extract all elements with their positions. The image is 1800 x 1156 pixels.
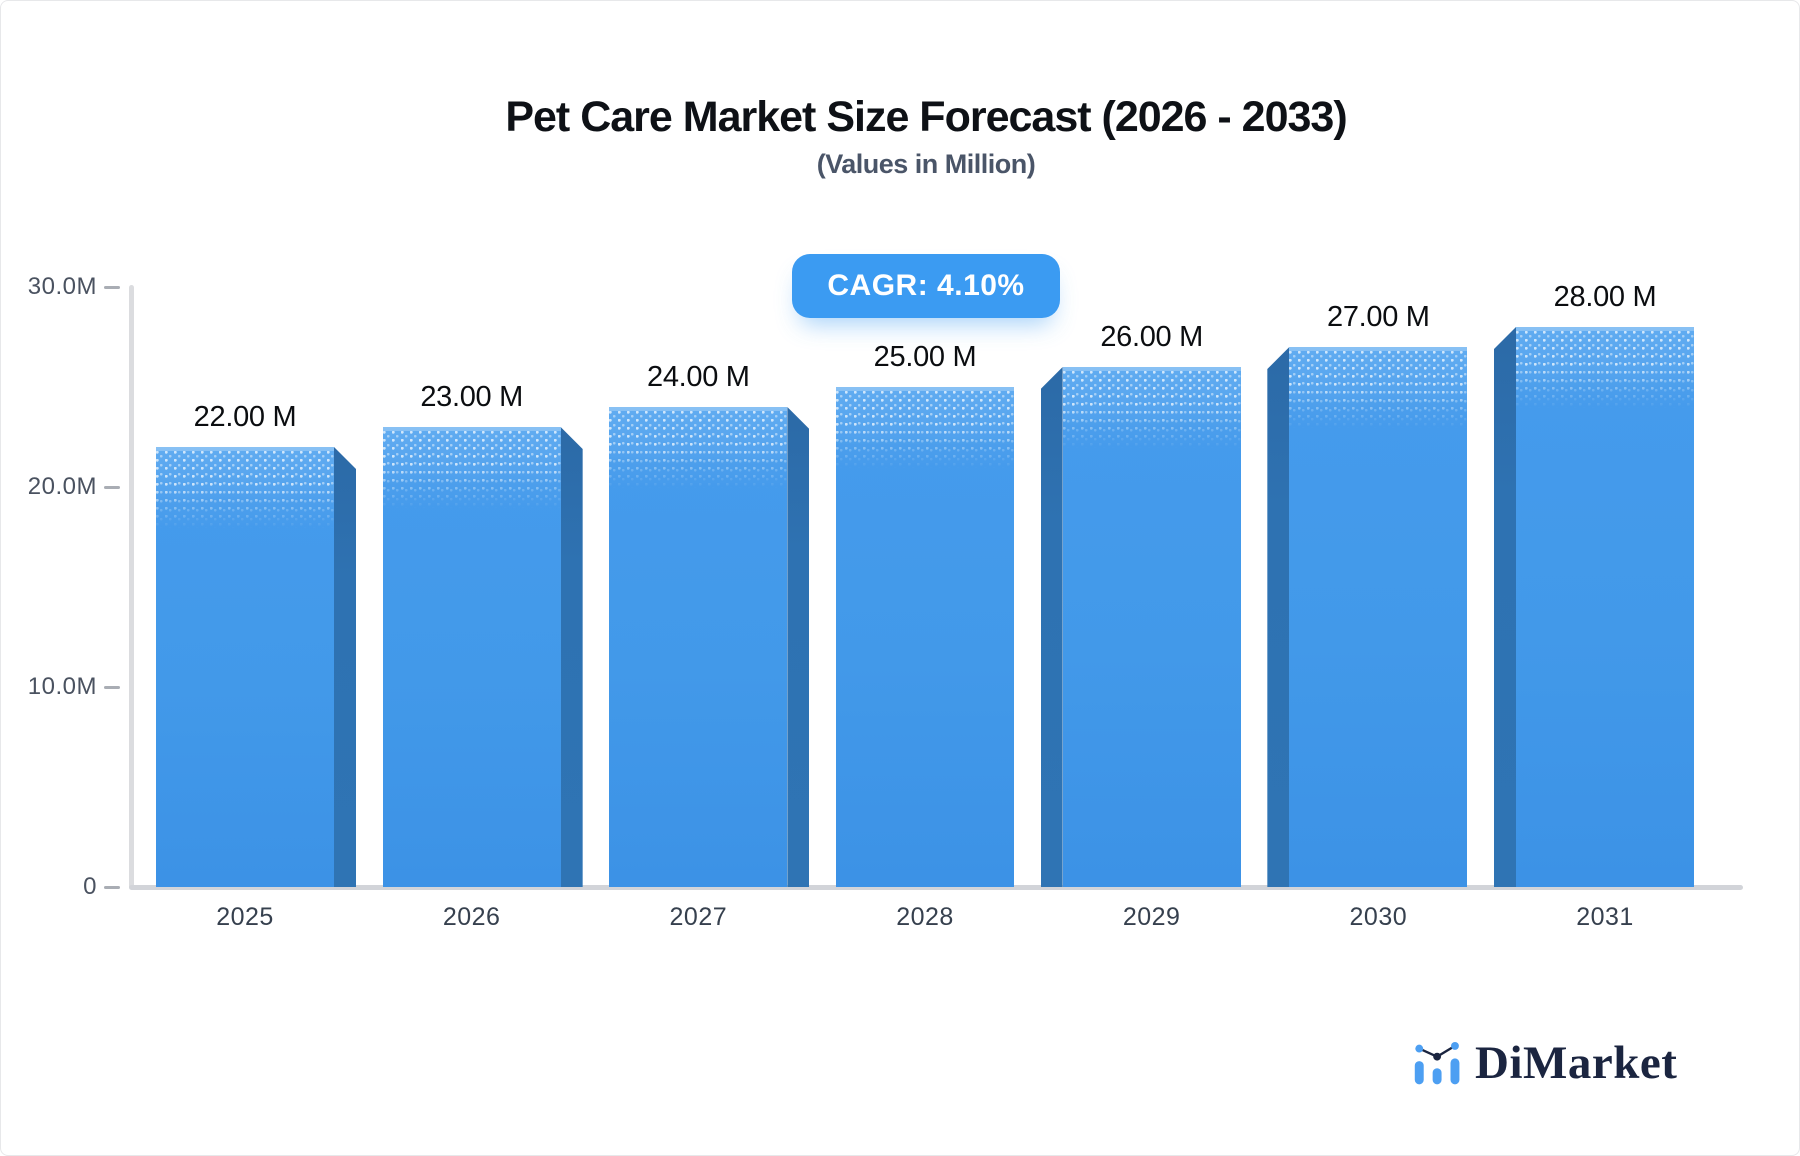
bar-2025 <box>156 447 334 887</box>
chart-subtitle: (Values in Million) <box>816 149 1036 179</box>
bar-value-label-2031: 28.00 M <box>1553 281 1657 313</box>
bar-value-label-2029: 26.00 M <box>1100 321 1203 353</box>
y-tick-mark <box>104 686 120 689</box>
y-tick-label-10.0M: 10.0M <box>27 673 97 700</box>
x-tick-label-2025: 2025 <box>216 903 274 931</box>
x-tick-label-2028: 2028 <box>896 903 954 931</box>
bar-2028 <box>836 387 1014 887</box>
bar-value-label-2026: 23.00 M <box>420 381 523 413</box>
bar-2027 <box>609 407 788 887</box>
y-tick-mark <box>104 486 120 489</box>
bar-value-label-2025: 22.00 M <box>193 401 297 433</box>
x-tick-label-2027: 2027 <box>669 903 728 931</box>
y-tick-mark <box>104 886 120 889</box>
cagr-badge: CAGR: 4.10% <box>792 254 1060 318</box>
y-tick-label-0: 0 <box>83 873 97 900</box>
bar-2029-side-face <box>1040 367 1063 887</box>
brand-logo-text: DiMarket <box>1475 1037 1678 1089</box>
bar-line-chart-icon <box>1414 1042 1460 1085</box>
y-axis-line <box>129 285 134 889</box>
x-tick-label-2030: 2030 <box>1349 903 1408 931</box>
bar-value-label-2028: 25.00 M <box>873 341 977 373</box>
bar-2026-side-face <box>560 427 583 887</box>
x-tick-label-2029: 2029 <box>1122 903 1181 931</box>
bar-value-label-2030: 27.00 M <box>1326 301 1430 333</box>
bar-2027-side-face <box>787 407 810 887</box>
bar-2025-side-face <box>334 447 356 887</box>
y-tick-label-30.0M: 30.0M <box>27 273 97 300</box>
y-tick-label-20.0M: 20.0M <box>27 473 97 500</box>
bar-2031-side-face <box>1494 327 1516 887</box>
x-tick-label-2031: 2031 <box>1576 903 1634 931</box>
bar-2026 <box>382 427 561 887</box>
y-tick-mark <box>104 286 120 289</box>
chart-title: Pet Care Market Size Forecast (2026 - 20… <box>505 93 1347 141</box>
x-axis-line <box>129 885 1743 890</box>
bar-2031 <box>1516 327 1694 887</box>
bar-2029 <box>1062 367 1241 887</box>
x-tick-label-2026: 2026 <box>442 903 501 931</box>
brand-logo: DiMarket <box>1413 1035 1677 1089</box>
bar-2030-side-face <box>1267 347 1290 887</box>
bar-2030 <box>1289 347 1468 887</box>
bar-value-label-2027: 24.00 M <box>646 361 750 393</box>
